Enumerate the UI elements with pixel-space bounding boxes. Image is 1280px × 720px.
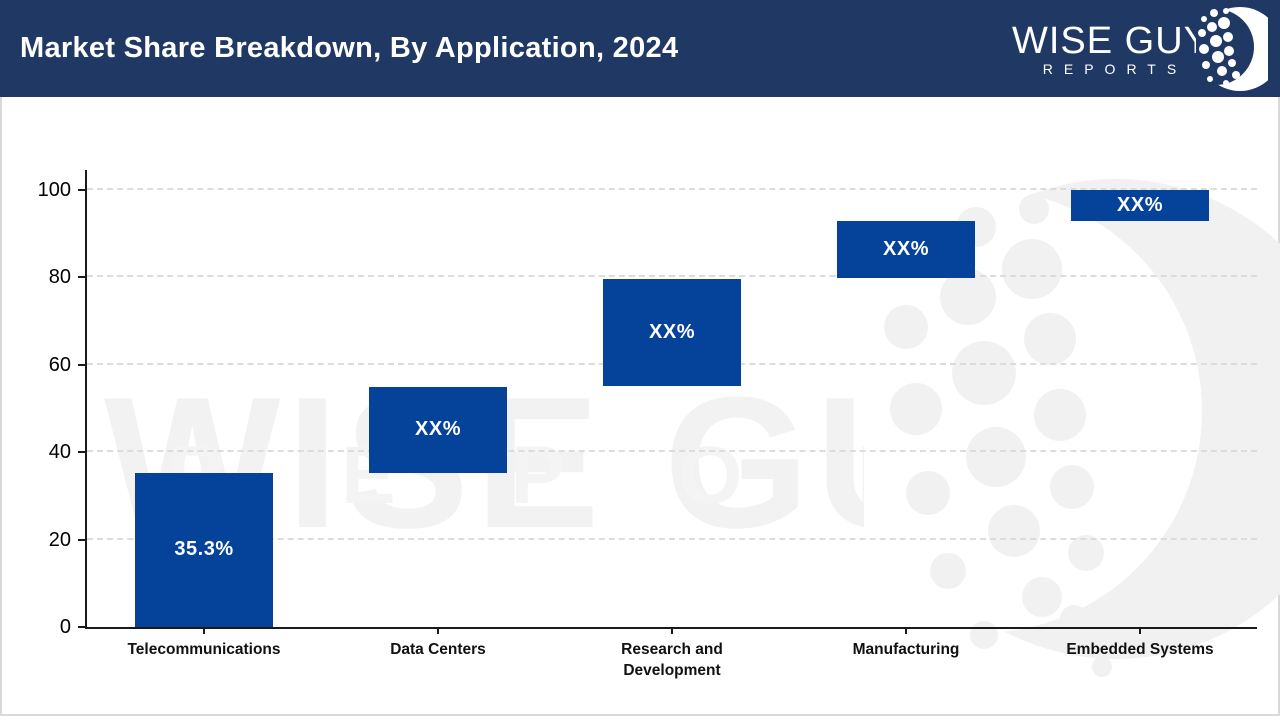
x-axis-tick bbox=[437, 627, 439, 634]
x-axis-tick bbox=[671, 627, 673, 634]
x-axis-category-label: Telecommunications bbox=[127, 641, 281, 658]
x-axis-tick bbox=[203, 627, 205, 634]
gridline-y-80 bbox=[87, 275, 1257, 278]
gridline-y-40 bbox=[87, 450, 1257, 453]
x-axis-category-label: Research and Development bbox=[621, 641, 723, 679]
x-axis-category-label: Embedded Systems bbox=[1066, 641, 1214, 658]
y-axis-tick-label: 80 bbox=[48, 266, 71, 289]
y-axis-tick-label: 60 bbox=[48, 353, 71, 376]
y-axis-tick-label: 100 bbox=[37, 178, 71, 201]
y-axis-tick bbox=[78, 363, 85, 366]
x-axis-tick bbox=[905, 627, 907, 634]
y-axis-tick bbox=[78, 276, 85, 279]
logo-wordmark: WISE GUY bbox=[1011, 19, 1210, 62]
bar-data-centers: XX% bbox=[369, 386, 507, 473]
bar-embedded-systems: XX% bbox=[1071, 189, 1209, 221]
y-axis-tick bbox=[78, 538, 85, 541]
bar-manufacturing: XX% bbox=[837, 220, 975, 279]
y-axis-tick bbox=[78, 626, 85, 628]
bar-value-label: XX% bbox=[883, 237, 929, 260]
x-axis-category-label: Manufacturing bbox=[852, 641, 960, 658]
x-axis-category-label: Data Centers bbox=[390, 641, 486, 658]
gridline-y-20 bbox=[87, 537, 1257, 540]
page-title: Market Share Breakdown, By Application, … bbox=[20, 32, 679, 64]
bar-value-label: XX% bbox=[649, 321, 695, 344]
chart-area-frame: WISE GUY R E P O R T S 0 20 40 60 80 100 35.3%… bbox=[0, 97, 1280, 716]
y-axis-tick bbox=[78, 188, 85, 191]
plot-area: 0 20 40 60 80 100 35.3% Telecommunications XX% Da… bbox=[38, 170, 1257, 679]
bar-value-label: XX% bbox=[1117, 193, 1163, 216]
logo-text: WISE GUY REPORTS bbox=[1012, 22, 1210, 77]
y-axis-tick bbox=[78, 451, 85, 454]
bar-telecommunications: 35.3% bbox=[135, 472, 273, 627]
bar-value-label: 35.3% bbox=[174, 538, 234, 561]
wise-guy-reports-logo: WISE GUY REPORTS bbox=[1012, 4, 1268, 94]
y-axis-tick-label: 0 bbox=[59, 616, 71, 638]
bar-value-label: XX% bbox=[415, 418, 461, 441]
y-axis-tick-label: 20 bbox=[48, 528, 71, 551]
y-axis-tick-label: 40 bbox=[48, 441, 71, 464]
gridline-y-100 bbox=[87, 187, 1257, 190]
bar-research-and-development: XX% bbox=[603, 279, 741, 387]
x-axis-tick bbox=[1139, 627, 1141, 634]
logo-subtitle: REPORTS bbox=[1042, 60, 1188, 77]
logo-face-icon bbox=[1196, 7, 1268, 91]
header-bar: Market Share Breakdown, By Application, … bbox=[0, 0, 1280, 97]
